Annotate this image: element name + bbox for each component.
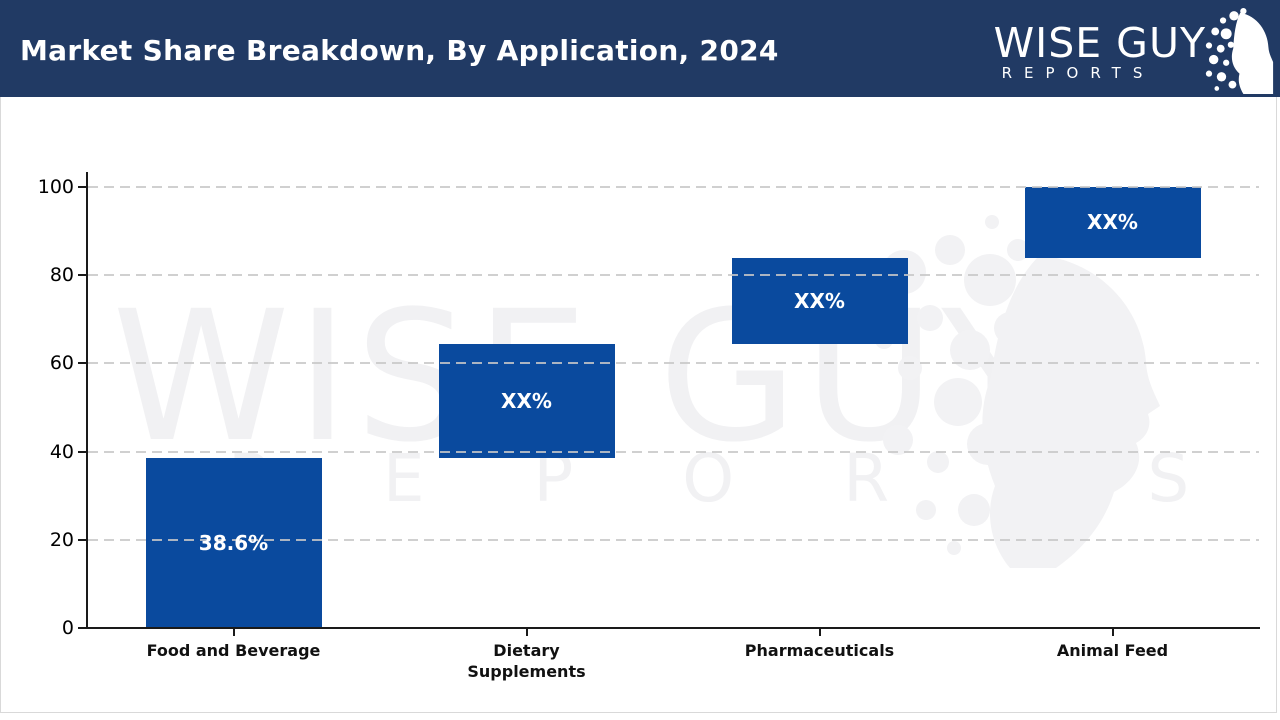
y-gridline (88, 362, 1259, 365)
bar-value-label: XX% (501, 388, 552, 413)
y-tick-mark (78, 627, 86, 629)
bar (145, 457, 322, 628)
bar (1024, 187, 1201, 258)
x-category-label: Dietary Supplements (467, 641, 586, 681)
brand-logo-subtext: REPORTS (1001, 64, 1155, 83)
brand-logo: WISE GUY REPORTS (994, 8, 1274, 94)
x-category-label: Animal Feed (1056, 641, 1169, 660)
bar-value-label: XX% (1087, 210, 1138, 235)
y-tick-mark (78, 362, 86, 365)
y-gridline (88, 450, 1259, 453)
y-tick-label: 80 (49, 264, 74, 287)
y-tick-label: 20 (49, 528, 74, 551)
brand-logo-wordmark: WISE GUY (993, 18, 1206, 67)
y-tick-mark (78, 274, 86, 277)
chart-card-frame (0, 97, 1277, 713)
y-tick-mark (78, 186, 86, 188)
y-axis-spine (86, 172, 88, 629)
x-axis-spine (86, 627, 1260, 629)
y-tick-label: 0 (61, 617, 74, 639)
brand-logo-text: WISE GUY REPORTS (993, 18, 1206, 83)
y-gridline (88, 538, 1259, 541)
y-tick-label: 100 (37, 176, 74, 198)
y-gridline (88, 186, 1259, 188)
y-tick-label: 40 (49, 440, 74, 463)
page-title: Market Share Breakdown, By Application, … (20, 34, 779, 67)
header-bar: Market Share Breakdown, By Application, … (0, 0, 1280, 97)
brand-face-icon (1205, 8, 1274, 94)
y-tick-label: 60 (49, 352, 74, 375)
y-tick-mark (78, 450, 86, 453)
watermark-face-icon (875, 215, 1160, 568)
x-category-label: Pharmaceuticals (744, 641, 895, 660)
x-tick-mark (525, 629, 528, 636)
x-tick-mark (1111, 629, 1114, 636)
x-category-label: Food and Beverage (146, 641, 321, 660)
y-gridline (88, 274, 1259, 277)
x-tick-mark (818, 629, 821, 636)
y-tick-mark (78, 538, 86, 541)
bar-value-label: 38.6% (198, 530, 269, 555)
bar (731, 257, 908, 344)
x-tick-mark (232, 629, 235, 636)
bar-value-label: XX% (794, 288, 845, 313)
